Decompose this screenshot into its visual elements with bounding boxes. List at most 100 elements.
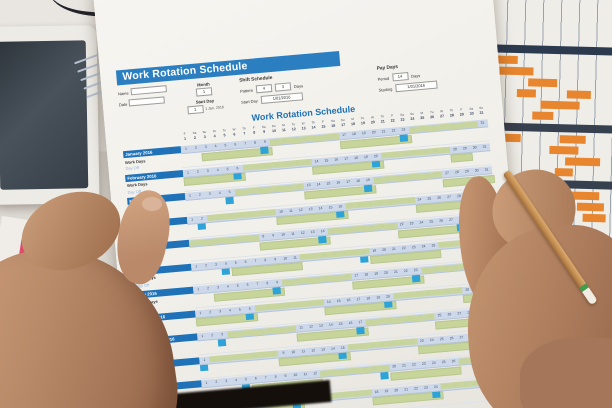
day-number: 10: [271, 128, 277, 133]
day-cell: 5: [236, 283, 239, 288]
day-cell: 1: [201, 333, 204, 339]
day-off-marker: [318, 235, 327, 243]
day-cell: 19: [363, 154, 368, 159]
day-cell: 7: [254, 258, 257, 263]
day-cell: 15: [338, 321, 343, 327]
day-number: 14: [311, 124, 316, 130]
day-cell: 23: [411, 244, 416, 249]
day-cell: 7: [244, 141, 247, 146]
day-cell: 14: [328, 322, 333, 327]
calendar-header-cell: Th 7: [239, 126, 250, 136]
day-cell: 29: [462, 145, 467, 151]
day-cell: 25: [441, 359, 446, 365]
day-cell: 16: [334, 156, 339, 162]
day-cell: 23: [413, 267, 418, 273]
shift-startday-label: Start Day: [240, 97, 258, 105]
day-cell: 20: [385, 293, 391, 299]
day-cell: 20: [381, 247, 387, 252]
day-cell: 2: [204, 262, 208, 267]
day-cell: 2: [206, 286, 210, 291]
day-off-marker: [338, 351, 347, 360]
day-number: 7: [243, 130, 246, 136]
day-cell: 25: [437, 313, 442, 318]
day-cell: 1: [203, 357, 206, 362]
calendar-header-cell: Su 17: [338, 118, 349, 127]
day-off-marker: [411, 274, 420, 283]
day-number: 5: [223, 132, 226, 137]
day-off-marker: [359, 255, 369, 263]
day-number: 28: [449, 112, 455, 118]
day-cell: 2: [215, 379, 218, 385]
day-cell: 13: [310, 229, 315, 235]
day-cell: 10: [291, 349, 296, 354]
day-cell: 14: [320, 228, 325, 234]
day-cell: 13: [320, 346, 326, 352]
calendar-header-cell: Tu 5: [219, 128, 230, 137]
day-cell: 13: [308, 206, 313, 211]
day-cell: 27: [446, 194, 452, 199]
day-cell: 8: [262, 234, 265, 239]
day-number: 20: [370, 119, 375, 124]
day-cell: 24: [421, 243, 426, 249]
right-hand-wrist: [520, 338, 612, 408]
day-cell: 1: [188, 193, 192, 198]
day-cell: 7: [264, 375, 267, 380]
day-cell: 22: [391, 128, 396, 133]
employee-fields: Name Date: [118, 85, 171, 123]
day-cell: 10: [281, 232, 286, 237]
day-cell: 19: [372, 248, 377, 253]
day-cell: 26: [439, 218, 444, 223]
day-number: 29: [459, 111, 464, 117]
calendar-header-cell: Su 24: [407, 112, 418, 121]
day-cell: 18: [355, 178, 361, 183]
day-cell: 3: [216, 285, 220, 290]
day-cell: 8: [266, 281, 269, 286]
gantt-bar: [540, 100, 581, 110]
day-cell: 9: [276, 280, 279, 285]
day-cell: 22: [401, 245, 406, 250]
day-cell: 15: [326, 181, 331, 186]
calendar-header-cell: Tu 12: [288, 122, 299, 131]
day-cell: 19: [374, 271, 379, 276]
pattern-value-box: 3: [274, 82, 292, 92]
day-cell: 6: [236, 165, 239, 170]
day-cell: 10: [283, 255, 288, 261]
day-cell: 3: [208, 191, 211, 196]
day-cell: 20: [394, 387, 399, 392]
day-off-marker: [356, 326, 365, 335]
gantt-bar: [549, 145, 579, 155]
day-cell: 3: [220, 332, 224, 337]
day-cell: 2: [209, 309, 212, 314]
day-cell: 15: [340, 345, 345, 350]
day-cell: 6: [234, 142, 237, 147]
day-cell: 14: [318, 205, 323, 210]
day-cell: 2: [194, 145, 197, 150]
day-off-marker: [199, 364, 209, 372]
calendar-header-cell: Tu 19: [358, 116, 369, 125]
calendar-header-cell: Tu 26: [427, 110, 438, 119]
day-cell: 18: [366, 295, 371, 301]
day-cell: 22: [413, 385, 419, 391]
day-cell: 9: [263, 139, 267, 144]
day-cell: 10: [293, 372, 298, 378]
day-cell: 28: [452, 146, 457, 151]
day-number: 11: [281, 127, 286, 132]
day-cell: 17: [342, 132, 347, 138]
day-cell: 15: [324, 157, 329, 163]
calendar-header-cell: Th 21: [377, 114, 388, 123]
day-cell: 4: [216, 167, 219, 172]
day-cell: 17: [344, 156, 349, 161]
name-label: Name: [117, 90, 129, 97]
day-cell: 18: [351, 131, 357, 137]
day-off-label: Day Off: [125, 164, 140, 172]
day-cell: 8: [274, 374, 277, 379]
day-cell: 3: [214, 261, 218, 267]
calendar-header-cell: W 13: [298, 121, 309, 130]
day-cell: 20: [373, 153, 378, 158]
calendar-header-cell: W 20: [367, 115, 378, 124]
day-cell: 1: [197, 287, 200, 292]
day-cell: 12: [308, 324, 314, 329]
day-cell: 17: [346, 179, 351, 184]
day-cell: 20: [371, 130, 376, 135]
